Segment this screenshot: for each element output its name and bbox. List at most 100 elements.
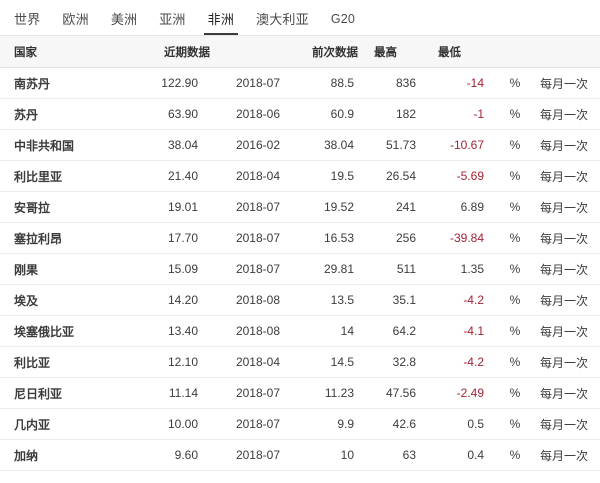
cell-lowest: -4.2 (428, 346, 496, 378)
cell-highest: 32.8 (366, 346, 428, 378)
cell-highest: 35.1 (366, 284, 428, 316)
cell-highest: 511 (366, 253, 428, 285)
cell-lowest: -10.67 (428, 129, 496, 161)
cell-previous: 11.23 (296, 377, 366, 409)
cell-frequency: 每月一次 (534, 284, 600, 316)
cell-highest: 836 (366, 67, 428, 99)
cell-unit: % (496, 222, 534, 254)
cell-frequency: 每月一次 (534, 160, 600, 192)
cell-date: 2018-04 (210, 160, 296, 192)
cell-unit: % (496, 377, 534, 409)
cell-country: 几内亚 (0, 408, 138, 440)
column-header-lowest[interactable]: 最低 (428, 36, 496, 68)
column-header-previous[interactable]: 前次数据 (296, 36, 366, 68)
cell-country: 苏丹 (0, 98, 138, 130)
cell-highest: 182 (366, 98, 428, 130)
cell-lowest: -4.2 (428, 284, 496, 316)
cell-country: 埃及 (0, 284, 138, 316)
table-row[interactable]: 安哥拉 19.01 2018-07 19.52 241 6.89% 每月一次 (0, 191, 600, 223)
cell-highest: 64.2 (366, 315, 428, 347)
table-row[interactable]: 利比里亚 21.40 2018-04 19.5 26.54 -5.69% 每月一次 (0, 160, 600, 192)
cell-date: 2018-07 (210, 377, 296, 409)
cell-date: 2016-02 (210, 129, 296, 161)
cell-lowest: -5.69 (428, 160, 496, 192)
cell-highest: 47.56 (366, 377, 428, 409)
cell-country: 刚果 (0, 253, 138, 285)
cell-last: 10.00 (138, 408, 210, 440)
table-row[interactable]: 南苏丹 122.90 2018-07 88.5 836 -14% 每月一次 (0, 67, 600, 99)
cell-date: 2018-08 (210, 284, 296, 316)
cell-unit: % (496, 315, 534, 347)
cell-previous: 14.5 (296, 346, 366, 378)
cell-last: 14.20 (138, 284, 210, 316)
table-row[interactable]: 中非共和国 38.04 2016-02 38.04 51.73 -10.67% 每月一次 (0, 129, 600, 161)
data-table: 国家 近期数据 前次数据 最高 最低 南苏丹 122.90 2018-07 88.5 8… (0, 36, 600, 471)
cell-unit: % (496, 346, 534, 378)
tab-item-0[interactable]: 世界 (14, 12, 41, 27)
tab-item-3[interactable]: 亚洲 (159, 12, 186, 27)
cell-date: 2018-07 (210, 67, 296, 99)
cell-date: 2018-07 (210, 191, 296, 223)
column-header-country[interactable]: 国家 (0, 36, 138, 68)
cell-unit: % (496, 439, 534, 471)
table-row[interactable]: 塞拉利昂 17.70 2018-07 16.53 256 -39.84% 每月一次 (0, 222, 600, 254)
tab-item-1[interactable]: 欧洲 (62, 12, 89, 27)
table-row[interactable]: 埃及 14.20 2018-08 13.5 35.1 -4.2% 每月一次 (0, 284, 600, 316)
cell-date: 2018-07 (210, 439, 296, 471)
cell-previous: 16.53 (296, 222, 366, 254)
cell-lowest: 0.5 (428, 408, 496, 440)
tab-item-4[interactable]: 非洲 (203, 13, 239, 35)
cell-last: 122.90 (138, 67, 210, 99)
cell-last: 15.09 (138, 253, 210, 285)
cell-country: 加纳 (0, 439, 138, 471)
cell-previous: 9.9 (296, 408, 366, 440)
region-tab-bar: 世界 欧洲 美洲 亚洲 非洲 澳大利亚 G20 (0, 0, 600, 36)
cell-frequency: 每月一次 (534, 191, 600, 223)
cell-last: 21.40 (138, 160, 210, 192)
cell-last: 9.60 (138, 439, 210, 471)
cell-lowest: -1 (428, 98, 496, 130)
cell-frequency: 每月一次 (534, 129, 600, 161)
table-row[interactable]: 刚果 15.09 2018-07 29.81 511 1.35% 每月一次 (0, 253, 600, 285)
cell-date: 2018-08 (210, 315, 296, 347)
cell-lowest: 1.35 (428, 253, 496, 285)
cell-unit: % (496, 160, 534, 192)
cell-lowest: 6.89 (428, 191, 496, 223)
cell-frequency: 每月一次 (534, 222, 600, 254)
cell-lowest: -2.49 (428, 377, 496, 409)
cell-last: 63.90 (138, 98, 210, 130)
cell-country: 埃塞俄比亚 (0, 315, 138, 347)
cell-highest: 51.73 (366, 129, 428, 161)
table-body: 南苏丹 122.90 2018-07 88.5 836 -14% 每月一次 苏丹 63.90 20… (0, 67, 600, 471)
table-row[interactable]: 苏丹 63.90 2018-06 60.9 182 -1% 每月一次 (0, 98, 600, 130)
cell-highest: 63 (366, 439, 428, 471)
table-head: 国家 近期数据 前次数据 最高 最低 (0, 36, 600, 68)
cell-last: 19.01 (138, 191, 210, 223)
table-row[interactable]: 埃塞俄比亚 13.40 2018-08 14 64.2 -4.1% 每月一次 (0, 315, 600, 347)
tab-item-6[interactable]: G20 (330, 12, 356, 26)
cell-country: 南苏丹 (0, 67, 138, 99)
cell-date: 2018-07 (210, 408, 296, 440)
cell-unit: % (496, 191, 534, 223)
tab-item-2[interactable]: 美洲 (110, 12, 138, 27)
cell-previous: 19.5 (296, 160, 366, 192)
cell-frequency: 每月一次 (534, 346, 600, 378)
table-row[interactable]: 尼日利亚 11.14 2018-07 11.23 47.56 -2.49% 每月一次 (0, 377, 600, 409)
table-row[interactable]: 几内亚 10.00 2018-07 9.9 42.6 0.5% 每月一次 (0, 408, 600, 440)
table-row[interactable]: 利比亚 12.10 2018-04 14.5 32.8 -4.2% 每月一次 (0, 346, 600, 378)
tab-item-5[interactable]: 澳大利亚 (256, 12, 309, 27)
column-header-highest[interactable]: 最高 (366, 36, 428, 68)
column-header-last[interactable]: 近期数据 (138, 36, 296, 68)
cell-unit: % (496, 98, 534, 130)
cell-highest: 241 (366, 191, 428, 223)
cell-country: 安哥拉 (0, 191, 138, 223)
cell-date: 2018-04 (210, 346, 296, 378)
cell-lowest: -39.84 (428, 222, 496, 254)
table-row[interactable]: 加纳 9.60 2018-07 10 63 0.4% 每月一次 (0, 439, 600, 471)
cell-previous: 10 (296, 439, 366, 471)
cell-unit: % (496, 253, 534, 285)
cell-lowest: -4.1 (428, 315, 496, 347)
cell-previous: 19.52 (296, 191, 366, 223)
cell-previous: 14 (296, 315, 366, 347)
